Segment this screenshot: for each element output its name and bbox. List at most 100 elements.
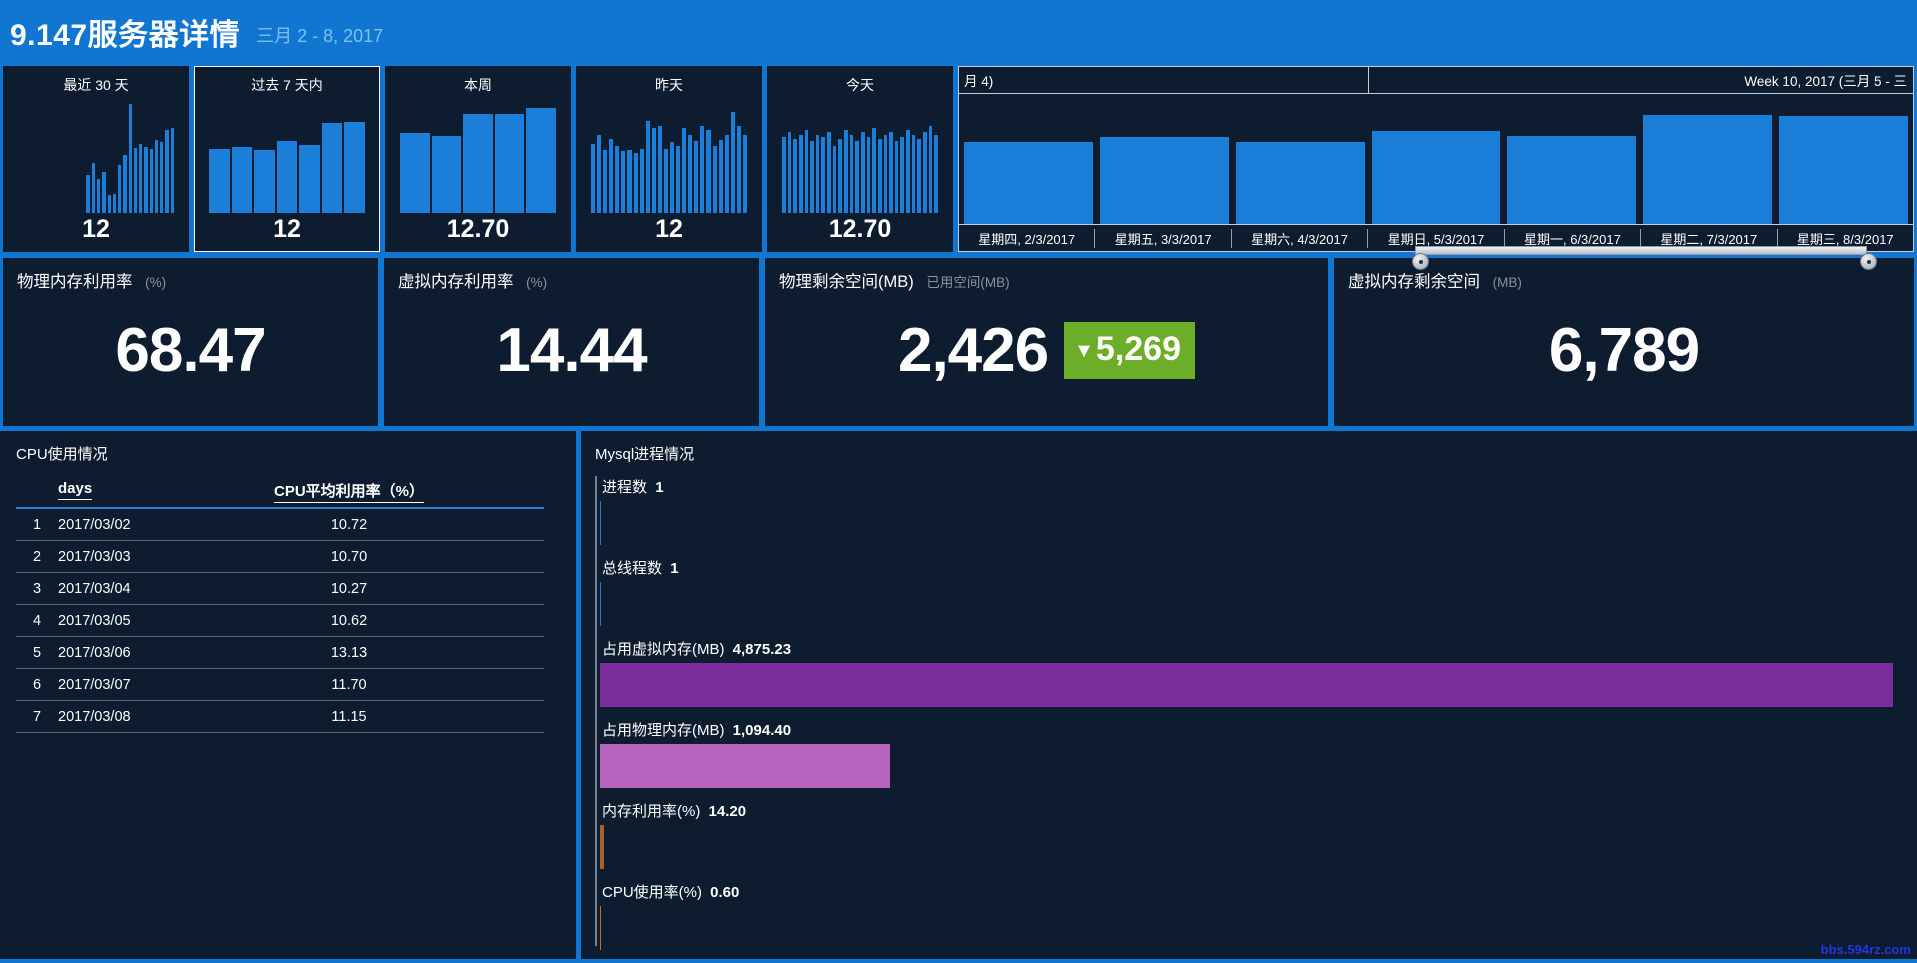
kpi-row: 物理内存利用率 (%) 68.47 虚拟内存利用率 (%) 14.44 物理剩余… (0, 258, 1917, 426)
time-card-value: 12.70 (446, 215, 510, 243)
row-date: 2017/03/05 (58, 612, 131, 629)
timeline-bar[interactable] (1099, 137, 1229, 224)
timeline-bar[interactable] (1643, 114, 1773, 224)
kpi-virtual-memory-free: 虚拟内存剩余空间 (MB) 6,789 (1334, 258, 1914, 426)
timeline-bar-column (1643, 108, 1773, 224)
row-date: 2017/03/07 (58, 676, 131, 693)
kpi-value: 2,426 (897, 315, 1049, 385)
mysql-bar-label: 进程数 1 (602, 476, 1893, 497)
slider-handle-right[interactable] (1860, 253, 1877, 270)
mysql-bar-group: 占用物理内存(MB) 1,094.40 (600, 719, 1893, 788)
table-row[interactable]: 2 2017/03/03 10.70 (16, 541, 544, 573)
time-card-today[interactable]: 今天 12.70 (767, 66, 953, 252)
table-row[interactable]: 7 2017/03/08 11.15 (16, 701, 544, 733)
mysql-bar-label: 总线程数 1 (602, 557, 1893, 578)
watermark: bbs.594rz.com (1820, 942, 1911, 957)
column-header-cpu-avg[interactable]: CPU平均利用率（%） (273, 483, 424, 503)
mysql-metric-name: CPU使用率(%) (602, 884, 702, 901)
timeline-bar[interactable] (1779, 116, 1909, 224)
kpi-title: 物理剩余空间(MB) (779, 273, 914, 291)
sparkline-this-week (386, 95, 570, 213)
mysql-metric-value: 1 (670, 560, 679, 577)
row-value: 11.70 (331, 676, 367, 693)
row-index: 1 (32, 516, 42, 533)
mysql-metric-value: 14.20 (708, 803, 747, 820)
sparkline-last-7-days (195, 95, 379, 213)
kpi-virtual-memory-utilization: 虚拟内存利用率 (%) 14.44 (384, 258, 759, 426)
table-body: 1 2017/03/02 10.72 2 2017/03/03 10.70 3 … (16, 509, 544, 733)
time-range-cards: 最近 30 天 12 过去 7 天内 12 本周 12.70 昨天 12 今天 … (0, 66, 1917, 252)
timeline-panel: 月 4) Week 10, 2017 (三月 5 - 三 (958, 66, 1914, 252)
table-row[interactable]: 6 2017/03/07 11.70 (16, 669, 544, 701)
timeline-day-label: 星期四, 2/3/2017 (978, 231, 1076, 247)
mysql-metric-value: 4,875.23 (732, 641, 792, 658)
sparkline-yesterday (577, 95, 761, 213)
timeline-header: 月 4) Week 10, 2017 (三月 5 - 三 (959, 67, 1913, 94)
timeline-day-label: 星期日, 5/3/2017 (1367, 228, 1503, 248)
kpi-title: 物理内存利用率 (17, 273, 133, 291)
column-header-days[interactable]: days (58, 480, 93, 500)
mysql-bar-label: 占用虚拟内存(MB) 4,875.23 (602, 638, 1893, 659)
mysql-bar[interactable] (600, 825, 604, 869)
time-card-label: 昨天 (655, 77, 683, 93)
timeline-range-slider[interactable] (1415, 246, 1867, 255)
kpi-title: 虚拟内存剩余空间 (1348, 273, 1480, 291)
kpi-subtitle: (%) (526, 275, 548, 290)
mysql-metric-value: 0.60 (710, 884, 740, 901)
timeline-day-label: 星期三, 8/3/2017 (1776, 228, 1913, 248)
time-card-last-30-days[interactable]: 最近 30 天 12 (3, 66, 189, 252)
time-card-this-week[interactable]: 本周 12.70 (385, 66, 571, 252)
cpu-usage-panel: CPU使用情况 days CPU平均利用率（%） 1 2017/03/02 10… (0, 431, 576, 959)
sparkline-today (768, 95, 952, 213)
time-card-last-7-days[interactable]: 过去 7 天内 12 (194, 66, 380, 252)
kpi-delta-value: 5,269 (1095, 329, 1182, 368)
timeline-bar[interactable] (1371, 131, 1501, 224)
kpi-delta-badge: ▼ 5,269 (1064, 321, 1196, 379)
timeline-day-labels: 星期四, 2/3/2017 星期五, 3/3/2017 星期六, 4/3/2017 星… (959, 224, 1913, 251)
timeline-bar[interactable] (1235, 141, 1365, 224)
down-arrow-icon: ▼ (1074, 339, 1094, 362)
timeline-week-label-right: Week 10, 2017 (三月 5 - 三 (1744, 74, 1907, 89)
date-range: 三月 2 - 8, 2017 (256, 26, 384, 46)
mysql-metric-name: 总线程数 (602, 560, 663, 577)
kpi-title-row: 物理内存利用率 (%) (17, 268, 364, 292)
table-row[interactable]: 5 2017/03/06 13.13 (16, 637, 544, 669)
kpi-physical-free-space: 物理剩余空间(MB) 已用空间(MB) 2,426 ▼ 5,269 (765, 258, 1328, 426)
time-card-value: 12 (655, 215, 683, 243)
time-card-label: 最近 30 天 (63, 77, 129, 93)
row-index: 2 (32, 548, 42, 565)
mysql-bar-chart: 进程数 1 总线程数 1 占用虚拟内存(MB) 4,875.23 (595, 476, 1893, 950)
kpi-value: 14.44 (496, 315, 647, 385)
timeline-day-label: 星期六, 4/3/2017 (1230, 228, 1367, 248)
timeline-day-label: 星期二, 7/3/2017 (1640, 228, 1776, 248)
table-row[interactable]: 4 2017/03/05 10.62 (16, 605, 544, 637)
timeline-day-label: 星期一, 6/3/2017 (1503, 228, 1640, 248)
timeline-bar[interactable] (1507, 135, 1637, 224)
kpi-title-row: 虚拟内存剩余空间 (MB) (1348, 268, 1900, 292)
kpi-physical-memory-utilization: 物理内存利用率 (%) 68.47 (3, 258, 378, 426)
time-card-value: 12.70 (828, 215, 892, 243)
mysql-bar-group: 占用虚拟内存(MB) 4,875.23 (600, 638, 1893, 707)
row-value: 10.72 (330, 516, 368, 533)
kpi-title-row: 物理剩余空间(MB) 已用空间(MB) (779, 268, 1314, 292)
timeline-bar-column (1099, 108, 1229, 224)
row-date: 2017/03/08 (58, 708, 131, 725)
kpi-subtitle: (%) (145, 275, 167, 290)
mysql-bar[interactable] (600, 663, 1893, 707)
mysql-metric-name: 占用物理内存(MB) (602, 722, 725, 739)
time-card-label: 今天 (846, 77, 874, 93)
panel-title: Mysql进程情况 (595, 446, 695, 463)
timeline-bars (959, 94, 1913, 224)
table-row[interactable]: 1 2017/03/02 10.72 (16, 509, 544, 541)
cpu-usage-table: days CPU平均利用率（%） 1 2017/03/02 10.72 2 20… (16, 480, 544, 733)
time-card-yesterday[interactable]: 昨天 12 (576, 66, 762, 252)
table-row[interactable]: 3 2017/03/04 10.27 (16, 573, 544, 605)
slider-handle-left[interactable] (1412, 253, 1429, 270)
timeline-bar[interactable] (964, 141, 1093, 224)
panel-title: CPU使用情况 (16, 446, 108, 463)
time-card-label: 本周 (464, 77, 492, 93)
mysql-bar[interactable] (600, 744, 891, 788)
sparkline-last-30-days (4, 95, 188, 213)
mysql-bar-group: CPU使用率(%) 0.60 (600, 881, 1893, 950)
